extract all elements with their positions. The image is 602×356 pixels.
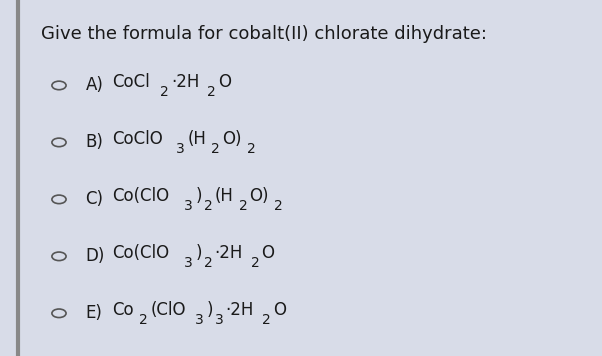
Text: 2: 2 [160, 85, 169, 99]
Text: O: O [273, 301, 286, 319]
Text: 3: 3 [176, 142, 185, 156]
Text: 3: 3 [196, 313, 204, 327]
Text: ): ) [196, 244, 202, 262]
Text: CoCl: CoCl [112, 73, 150, 91]
Text: ): ) [196, 187, 202, 205]
Text: (H: (H [187, 130, 206, 148]
Text: ·2H: ·2H [215, 244, 243, 262]
Text: 2: 2 [247, 142, 256, 156]
Text: CoClO: CoClO [112, 130, 163, 148]
Text: (H: (H [215, 187, 234, 205]
Text: 2: 2 [203, 256, 213, 270]
Text: O): O) [250, 187, 269, 205]
Text: B): B) [85, 134, 104, 151]
Text: O: O [262, 244, 275, 262]
Text: Co(ClO: Co(ClO [112, 244, 169, 262]
Text: 3: 3 [184, 199, 193, 213]
Text: C): C) [85, 190, 104, 208]
Text: ·2H: ·2H [171, 73, 199, 91]
Text: (ClO: (ClO [150, 301, 186, 319]
Text: 3: 3 [184, 256, 193, 270]
Text: ·2H: ·2H [226, 301, 254, 319]
Text: O: O [218, 73, 231, 91]
Text: 2: 2 [206, 85, 216, 99]
Text: 2: 2 [238, 199, 247, 213]
Text: Co: Co [112, 301, 134, 319]
Text: Give the formula for cobalt(II) chlorate dihydrate:: Give the formula for cobalt(II) chlorate… [42, 25, 487, 43]
Text: O): O) [222, 130, 242, 148]
Text: 2: 2 [250, 256, 259, 270]
Text: A): A) [85, 77, 104, 94]
Text: 2: 2 [275, 199, 283, 213]
Text: Co(ClO: Co(ClO [112, 187, 169, 205]
Text: 2: 2 [140, 313, 148, 327]
Text: ): ) [206, 301, 213, 319]
Text: E): E) [85, 304, 102, 322]
Text: D): D) [85, 247, 105, 265]
Text: 3: 3 [215, 313, 223, 327]
Text: 2: 2 [262, 313, 270, 327]
Text: 2: 2 [203, 199, 213, 213]
Text: 2: 2 [211, 142, 220, 156]
